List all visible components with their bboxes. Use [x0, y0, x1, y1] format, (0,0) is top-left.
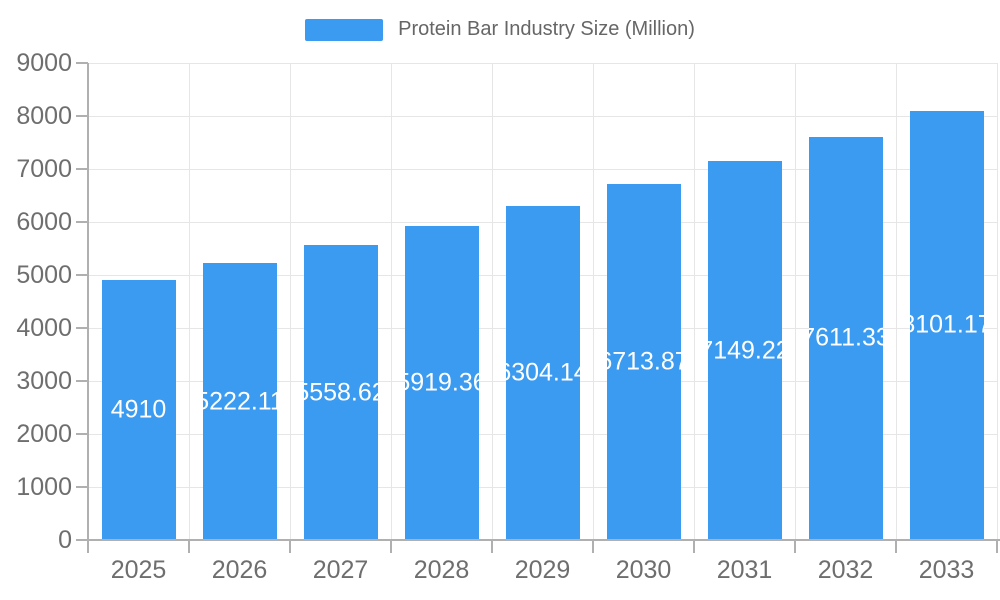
bar-value-label: 6304.14 [506, 358, 580, 387]
y-axis-tick-label: 3000 [16, 367, 72, 395]
y-axis-tick-label: 2000 [16, 420, 72, 448]
y-axis-tick-label: 5000 [16, 261, 72, 289]
x-axis-label-2025: 2025 [110, 556, 167, 584]
y-gridline [88, 62, 997, 64]
bar-value-label: 6713.87 [607, 347, 681, 376]
legend-swatch-icon [305, 18, 384, 41]
bar-2025[interactable]: 4910 [101, 279, 176, 540]
x-axis-label-2028: 2028 [413, 556, 470, 584]
x-axis-tick [491, 540, 493, 553]
x-axis-tick [289, 540, 291, 553]
x-gridline [693, 63, 695, 540]
y-axis-tick-label: 7000 [16, 155, 72, 183]
x-gridline [794, 63, 796, 540]
bar-value-label: 5919.36 [405, 368, 479, 397]
bar-2030[interactable]: 6713.87 [606, 184, 681, 540]
chart-legend: Protein Bar Industry Size (Million) [0, 18, 1000, 41]
x-gridline [289, 63, 291, 540]
bar-2027[interactable]: 5558.62 [303, 245, 378, 540]
x-gridline [996, 63, 998, 540]
y-axis-tick [76, 274, 88, 276]
y-axis-tick [76, 486, 88, 488]
y-axis-tick-label: 4000 [16, 314, 72, 342]
x-axis-label-2031: 2031 [716, 556, 773, 584]
bar-2033[interactable]: 8101.17 [909, 110, 984, 540]
x-axis-tick [390, 540, 392, 553]
x-axis-tick [693, 540, 695, 553]
bar-value-label: 7149.22 [708, 336, 782, 365]
legend-item[interactable]: Protein Bar Industry Size (Million) [305, 18, 695, 41]
x-gridline [592, 63, 594, 540]
legend-label: Protein Bar Industry Size (Million) [398, 18, 695, 40]
y-axis-tick [76, 539, 88, 541]
y-axis-tick-label: 0 [58, 526, 72, 554]
y-axis-tick [76, 327, 88, 329]
x-axis-label-2032: 2032 [817, 556, 874, 584]
bar-2031[interactable]: 7149.22 [707, 161, 782, 540]
bar-2028[interactable]: 5919.36 [404, 226, 479, 540]
x-axis-tick [996, 540, 998, 553]
y-axis-tick [76, 115, 88, 117]
y-gridline [88, 115, 997, 117]
x-axis-tick [188, 540, 190, 553]
x-gridline [491, 63, 493, 540]
y-gridline [88, 168, 997, 170]
x-axis-tick [794, 540, 796, 553]
bar-value-label: 5558.62 [304, 378, 378, 407]
y-axis-tick [76, 62, 88, 64]
y-axis-tick [76, 168, 88, 170]
bar-value-label: 8101.17 [910, 310, 984, 339]
x-axis-line [87, 539, 1000, 541]
bar-2029[interactable]: 6304.14 [505, 205, 580, 540]
y-axis-tick [76, 380, 88, 382]
y-axis-tick-label: 6000 [16, 208, 72, 236]
x-gridline [895, 63, 897, 540]
x-gridline [390, 63, 392, 540]
y-axis-tick [76, 433, 88, 435]
x-axis-label-2029: 2029 [514, 556, 571, 584]
x-axis-label-2026: 2026 [211, 556, 268, 584]
bar-2032[interactable]: 7611.33 [808, 136, 883, 540]
x-axis-label-2027: 2027 [312, 556, 369, 584]
bar-2026[interactable]: 5222.11 [202, 263, 277, 540]
y-axis-tick-label: 8000 [16, 102, 72, 130]
bar-value-label: 4910 [110, 395, 167, 424]
x-axis-tick [592, 540, 594, 553]
x-axis-tick [895, 540, 897, 553]
y-axis-tick-label: 9000 [16, 49, 72, 77]
y-axis-tick-label: 1000 [16, 473, 72, 501]
y-axis-line [87, 63, 89, 553]
y-axis-tick [76, 221, 88, 223]
bar-value-label: 7611.33 [809, 323, 883, 352]
bar-value-label: 5222.11 [203, 387, 277, 416]
x-axis-label-2033: 2033 [918, 556, 975, 584]
x-gridline [188, 63, 190, 540]
x-axis-label-2030: 2030 [615, 556, 672, 584]
